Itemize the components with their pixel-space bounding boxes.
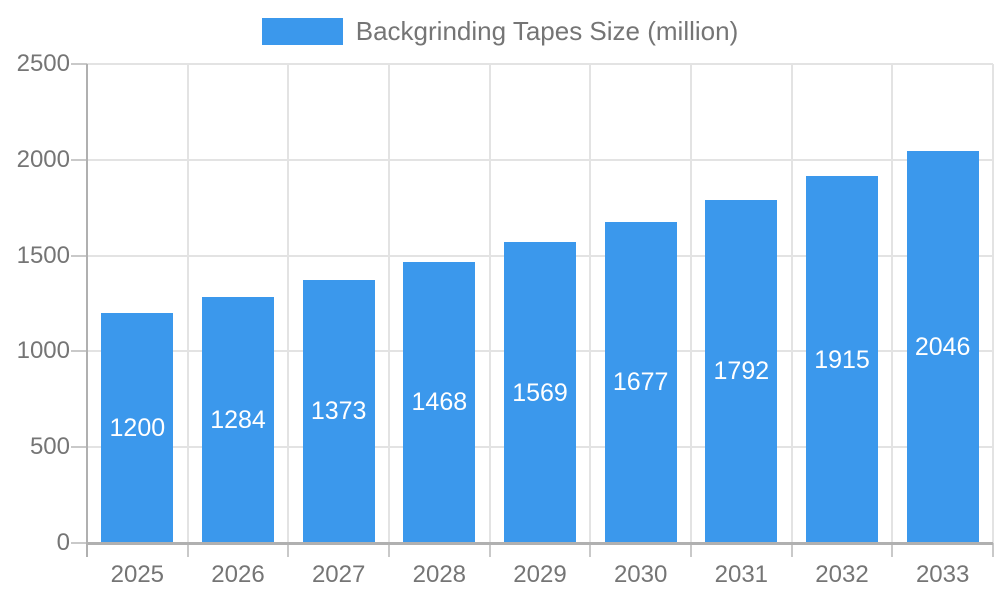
bar: 1200 — [101, 313, 174, 543]
y-tick — [71, 446, 87, 449]
y-tick — [71, 158, 87, 161]
x-tick-label: 2031 — [714, 561, 769, 588]
y-tick — [71, 63, 87, 65]
x-tick-label: 2027 — [311, 561, 366, 588]
y-tick-label: 1000 — [16, 337, 70, 365]
bar: 1569 — [504, 242, 576, 543]
gridline-v — [488, 64, 491, 543]
bar: 1792 — [705, 199, 778, 543]
y-axis-line — [86, 64, 88, 557]
bar: 2046 — [906, 150, 979, 543]
x-tick-label: 2033 — [915, 561, 970, 588]
x-tick — [287, 543, 290, 557]
x-axis-line — [86, 542, 993, 545]
gridline-v — [186, 64, 189, 543]
gridline-h — [87, 63, 993, 65]
gridline-h — [87, 158, 993, 161]
bar: 1915 — [806, 176, 878, 543]
y-tick — [71, 254, 87, 257]
x-tick-label: 2026 — [211, 561, 265, 588]
x-tick — [992, 543, 994, 557]
y-tick — [71, 542, 87, 544]
gridline-v — [388, 64, 390, 543]
x-tick-label: 2029 — [513, 561, 567, 588]
bar: 1284 — [202, 296, 274, 543]
x-tick — [388, 543, 390, 557]
bar-value-label: 1915 — [814, 345, 870, 374]
gridline-v — [891, 64, 894, 543]
x-tick-label: 2030 — [613, 561, 668, 588]
gridline-v — [287, 64, 290, 543]
x-tick — [186, 543, 189, 557]
y-tick-label: 2000 — [16, 145, 70, 173]
y-tick-label: 2500 — [16, 50, 70, 77]
gridline-v — [589, 64, 592, 543]
y-tick-label: 1500 — [16, 241, 70, 269]
legend-swatch-icon — [261, 17, 343, 45]
legend-label: Backgrinding Tapes Size (million) — [355, 16, 739, 46]
y-tick — [71, 350, 87, 353]
bar: 1373 — [302, 279, 375, 543]
x-tick — [790, 543, 793, 557]
x-tick — [690, 543, 692, 557]
bar-value-label: 1284 — [210, 405, 266, 434]
gridline-v — [690, 64, 692, 543]
y-tick-label: 0 — [56, 529, 70, 556]
bar-value-label: 1677 — [612, 368, 669, 397]
bar-value-label: 2046 — [914, 332, 971, 361]
bar-value-label: 1569 — [512, 378, 568, 407]
bar: 1468 — [403, 261, 476, 543]
bar-value-label: 1200 — [109, 414, 166, 443]
y-tick-label: 500 — [29, 433, 70, 461]
x-tick-label: 2032 — [815, 561, 869, 588]
bar-value-label: 1792 — [713, 357, 770, 386]
gridline-v — [992, 64, 994, 543]
legend: Backgrinding Tapes Size (million) — [0, 17, 1000, 45]
gridline-v — [790, 64, 793, 543]
x-tick — [891, 543, 894, 557]
bar: 1677 — [604, 221, 677, 543]
bar-value-label: 1468 — [411, 388, 468, 417]
bar-value-label: 1373 — [310, 397, 367, 426]
x-tick — [488, 543, 491, 557]
x-tick — [589, 543, 592, 557]
x-tick-label: 2028 — [412, 561, 467, 588]
x-tick-label: 2025 — [110, 561, 165, 588]
